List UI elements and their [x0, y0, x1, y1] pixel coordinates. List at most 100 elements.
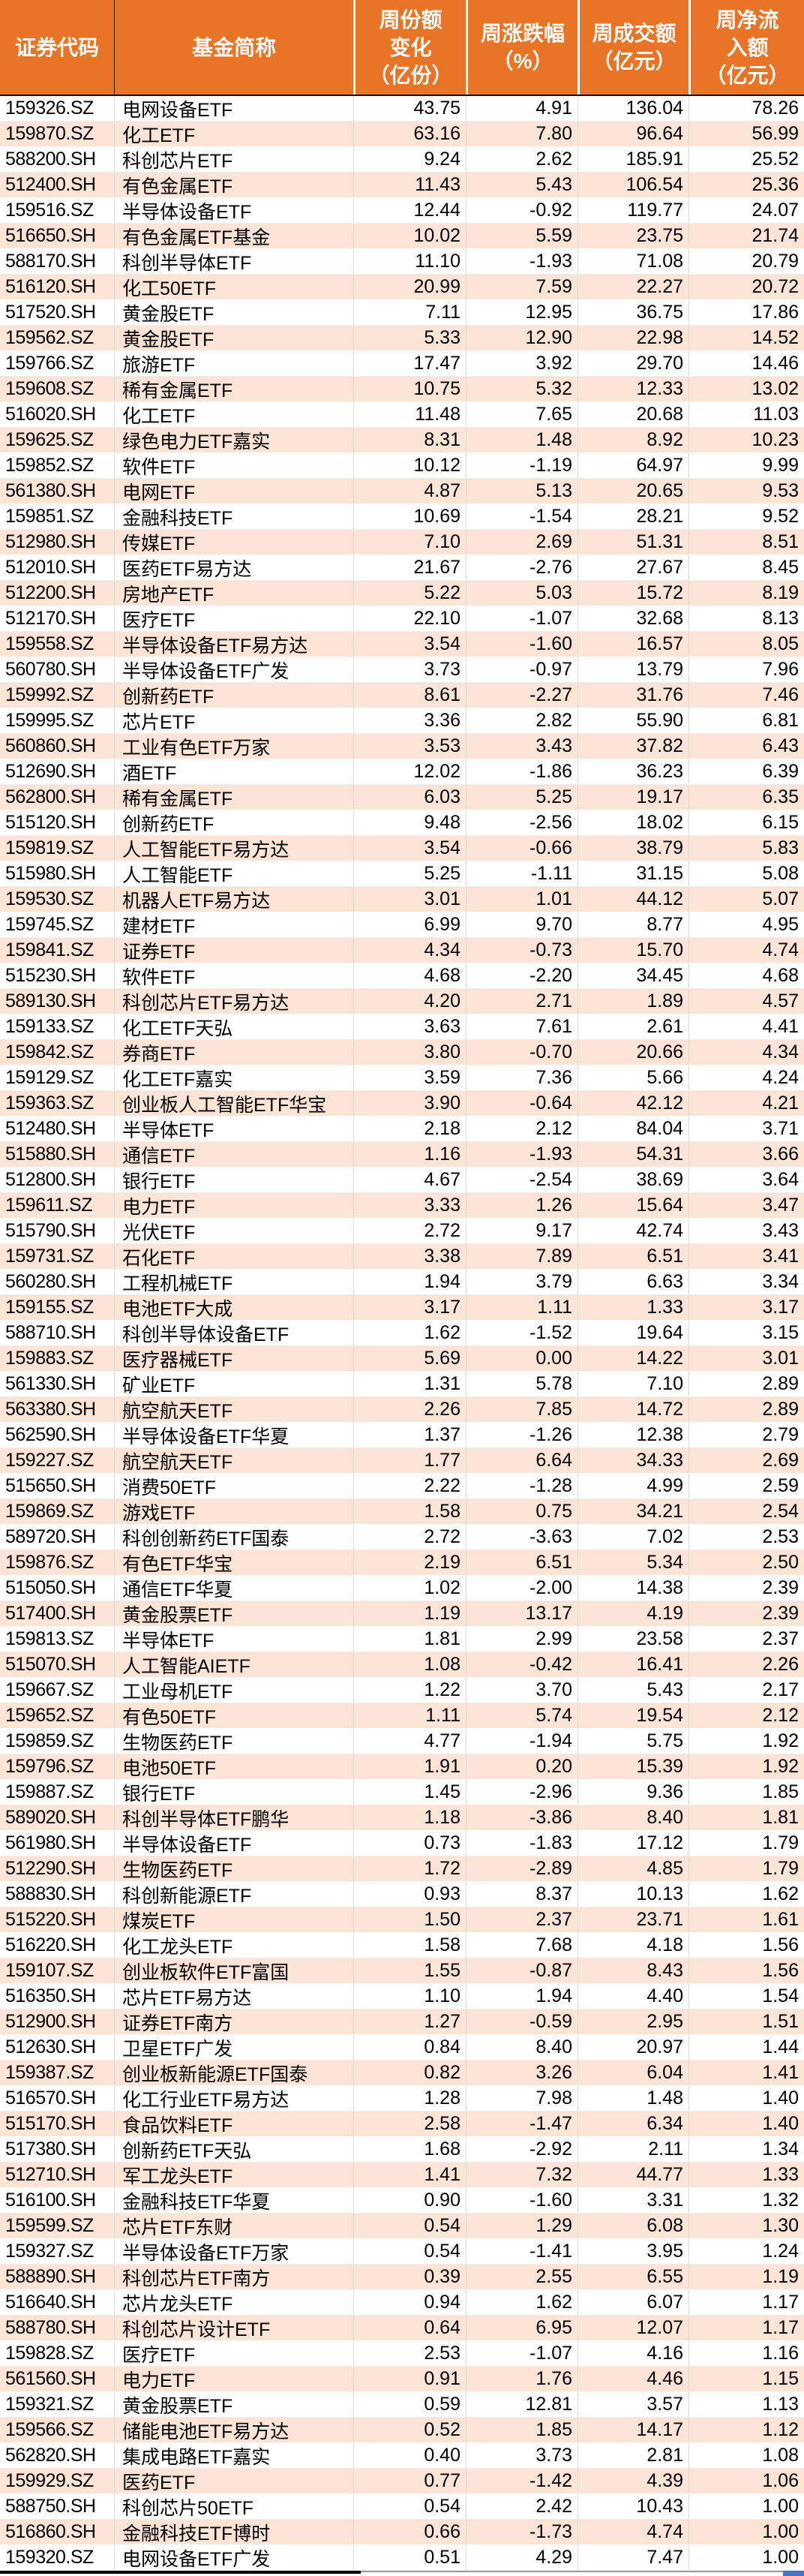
table-row[interactable]: 159887.SZ 银行ETF 1.45 -2.96 9.36 1.85 — [0, 1780, 804, 1805]
table-row[interactable]: 512290.SH 生物医药ETF 1.72 -2.89 4.85 1.79 — [0, 1856, 804, 1882]
table-row[interactable]: 159530.SZ 机器人ETF易方达 3.01 1.01 44.12 5.07 — [0, 887, 804, 912]
table-row[interactable]: 512710.SH 军工龙头ETF 1.41 7.32 44.77 1.33 — [0, 2163, 804, 2188]
table-row[interactable]: 159227.SZ 航空航天ETF 1.77 6.64 34.33 2.69 — [0, 1448, 804, 1474]
table-row[interactable]: 159327.SZ 半导体设备ETF万家 0.54 -1.41 3.95 1.24 — [0, 2239, 804, 2265]
table-row[interactable]: 159992.SZ 创新药ETF 8.61 -2.27 31.76 7.46 — [0, 683, 804, 708]
table-row[interactable]: 515790.SH 光伏ETF 2.72 9.17 42.74 3.43 — [0, 1219, 804, 1244]
table-row[interactable]: 588710.SH 科创半导体设备ETF 1.62 -1.52 19.64 3.15 — [0, 1321, 804, 1346]
table-row[interactable]: 516100.SH 金融科技ETF华夏 0.90 -1.60 3.31 1.32 — [0, 2188, 804, 2214]
table-row[interactable]: 516650.SH 有色金属ETF基金 10.02 5.59 23.75 21.74 — [0, 224, 804, 249]
table-row[interactable]: 159869.SZ 游戏ETF 1.58 0.75 34.21 2.54 — [0, 1499, 804, 1525]
table-row[interactable]: 515220.SH 煤炭ETF 1.50 2.37 23.71 1.61 — [0, 1907, 804, 1933]
table-row[interactable]: 159133.SZ 化工ETF天弘 3.63 7.61 2.61 4.41 — [0, 1014, 804, 1040]
table-row[interactable]: 159611.SZ 电力ETF 3.33 1.26 15.64 3.47 — [0, 1193, 804, 1219]
table-row[interactable]: 512200.SH 房地产ETF 5.22 5.03 15.72 8.19 — [0, 581, 804, 606]
table-row[interactable]: 562800.SH 稀有金属ETF 6.03 5.25 19.17 6.35 — [0, 785, 804, 810]
table-row[interactable]: 159813.SZ 半导体ETF 1.81 2.99 23.58 2.37 — [0, 1627, 804, 1652]
table-row[interactable]: 561560.SH 电力ETF 0.91 1.76 4.46 1.15 — [0, 2367, 804, 2392]
table-row[interactable]: 515170.SH 食品饮料ETF 2.58 -1.47 6.34 1.40 — [0, 2112, 804, 2137]
table-row[interactable]: 588890.SH 科创芯片ETF南方 0.39 2.55 6.55 1.19 — [0, 2265, 804, 2290]
table-row[interactable]: 562590.SH 半导体设备ETF华夏 1.37 -1.26 12.38 2.79 — [0, 1423, 804, 1448]
table-row[interactable]: 159558.SZ 半导体设备ETF易方达 3.54 -1.60 16.57 8.05 — [0, 632, 804, 657]
table-row[interactable]: 517520.SH 黄金股ETF 7.11 12.95 36.75 17.86 — [0, 300, 804, 326]
table-row[interactable]: 159828.SZ 医疗ETF 2.53 -1.07 4.16 1.16 — [0, 2341, 804, 2367]
table-row[interactable]: 159745.SZ 建材ETF 6.99 9.70 8.77 4.95 — [0, 912, 804, 938]
table-row[interactable]: 159667.SZ 工业母机ETF 1.22 3.70 5.43 2.17 — [0, 1678, 804, 1703]
table-row[interactable]: 517380.SH 创新药ETF天弘 1.68 -2.92 2.11 1.34 — [0, 2137, 804, 2163]
table-row[interactable]: 159387.SZ 创业板新能源ETF国泰 0.82 3.26 6.04 1.41 — [0, 2060, 804, 2086]
table-row[interactable]: 512010.SH 医药ETF易方达 21.67 -2.76 27.67 8.45 — [0, 555, 804, 581]
table-row[interactable]: 515120.SH 创新药ETF 9.48 -2.56 18.02 6.15 — [0, 810, 804, 836]
table-row[interactable]: 159516.SZ 半导体设备ETF 12.44 -0.92 119.77 24.07 — [0, 198, 804, 224]
table-row[interactable]: 512900.SH 证券ETF南方 1.27 -0.59 2.95 1.51 — [0, 2009, 804, 2035]
table-row[interactable]: 512480.SH 半导体ETF 2.18 2.12 84.04 3.71 — [0, 1117, 804, 1142]
table-row[interactable]: 159625.SZ 绿色电力ETF嘉实 8.31 1.48 8.92 10.23 — [0, 428, 804, 453]
table-row[interactable]: 159995.SZ 芯片ETF 3.36 2.82 55.90 6.81 — [0, 708, 804, 734]
table-row[interactable]: 159842.SZ 券商ETF 3.80 -0.70 20.66 4.34 — [0, 1040, 804, 1066]
table-row[interactable]: 515070.SH 人工智能AIETF 1.08 -0.42 16.41 2.26 — [0, 1652, 804, 1678]
table-row[interactable]: 563380.SH 航空航天ETF 2.26 7.85 14.72 2.89 — [0, 1397, 804, 1423]
table-row[interactable]: 512630.SH 卫星ETF广发 0.84 8.40 20.97 1.44 — [0, 2035, 804, 2060]
fund-name-cell: 消费50ETF — [114, 1474, 353, 1498]
table-row[interactable]: 159562.SZ 黄金股ETF 5.33 12.90 22.98 14.52 — [0, 326, 804, 351]
table-row[interactable]: 159155.SZ 电池ETF大成 3.17 1.11 1.33 3.17 — [0, 1295, 804, 1321]
table-row[interactable]: 515980.SH 人工智能ETF 5.25 -1.11 31.15 5.08 — [0, 861, 804, 887]
table-row[interactable]: 560280.SH 工程机械ETF 1.94 3.79 6.63 3.34 — [0, 1270, 804, 1295]
table-row[interactable]: 515230.SH 软件ETF 4.68 -2.20 34.45 4.68 — [0, 963, 804, 989]
table-row[interactable]: 159599.SZ 芯片ETF东财 0.54 1.29 6.08 1.30 — [0, 2214, 804, 2239]
table-row[interactable]: 588830.SH 科创新能源ETF 0.93 8.37 10.13 1.62 — [0, 1882, 804, 1907]
table-row[interactable]: 159566.SZ 储能电池ETF易方达 0.52 1.85 14.17 1.12 — [0, 2418, 804, 2443]
table-row[interactable]: 159107.SZ 创业板软件ETF富国 1.55 -0.87 8.43 1.56 — [0, 1958, 804, 1984]
table-row[interactable]: 159321.SZ 黄金股票ETF 0.59 12.81 3.57 1.13 — [0, 2392, 804, 2418]
table-row[interactable]: 159608.SZ 稀有金属ETF 10.75 5.32 12.33 13.02 — [0, 377, 804, 402]
table-row[interactable]: 589020.SH 科创半导体ETF鹏华 1.18 -3.86 8.40 1.81 — [0, 1805, 804, 1831]
table-row[interactable]: 516350.SH 芯片ETF易方达 1.10 1.94 4.40 1.54 — [0, 1984, 804, 2009]
table-row[interactable]: 588780.SH 科创芯片设计ETF 0.64 6.95 12.07 1.17 — [0, 2316, 804, 2341]
table-row[interactable]: 588170.SH 科创半导体ETF 11.10 -1.93 71.08 20.79 — [0, 249, 804, 275]
table-row[interactable]: 159796.SZ 电池50ETF 1.91 0.20 15.39 1.92 — [0, 1754, 804, 1780]
table-row[interactable]: 159766.SZ 旅游ETF 17.47 3.92 29.70 14.46 — [0, 351, 804, 377]
table-row[interactable]: 159929.SZ 医药ETF 0.77 -1.42 4.39 1.06 — [0, 2469, 804, 2494]
table-row[interactable]: 159851.SZ 金融科技ETF 10.69 -1.54 28.21 9.52 — [0, 504, 804, 530]
table-row[interactable]: 159870.SZ 化工ETF 63.16 7.80 96.64 56.99 — [0, 122, 804, 147]
table-row[interactable]: 159652.SZ 有色50ETF 1.11 5.74 19.54 2.12 — [0, 1703, 804, 1729]
table-row[interactable]: 516020.SH 化工ETF 11.48 7.65 20.68 11.03 — [0, 402, 804, 428]
fund-name-cell: 创新药ETF — [114, 683, 353, 708]
table-row[interactable]: 589130.SH 科创芯片ETF易方达 4.20 2.71 1.89 4.57 — [0, 989, 804, 1014]
table-row[interactable]: 561380.SH 电网ETF 4.87 5.13 20.65 9.53 — [0, 479, 804, 504]
table-row[interactable]: 159876.SZ 有色ETF华宝 2.19 6.51 5.34 2.50 — [0, 1550, 804, 1576]
table-row[interactable]: 515880.SH 通信ETF 1.16 -1.93 54.31 3.66 — [0, 1142, 804, 1168]
table-row[interactable]: 515650.SH 消费50ETF 2.22 -1.28 4.99 2.59 — [0, 1474, 804, 1499]
table-row[interactable]: 159852.SZ 软件ETF 10.12 -1.19 64.97 9.99 — [0, 453, 804, 479]
table-row[interactable]: 562820.SH 集成电路ETF嘉实 0.40 3.73 2.81 1.08 — [0, 2443, 804, 2469]
table-row[interactable]: 159883.SZ 医疗器械ETF 5.69 0.00 14.22 3.01 — [0, 1346, 804, 1372]
table-row[interactable]: 159819.SZ 人工智能ETF易方达 3.54 -0.66 38.79 5.83 — [0, 836, 804, 861]
table-row[interactable]: 516570.SH 化工行业ETF易方达 1.28 7.98 1.48 1.40 — [0, 2086, 804, 2112]
table-row[interactable]: 560780.SH 半导体设备ETF广发 3.73 -0.97 13.79 7.96 — [0, 657, 804, 683]
table-row[interactable]: 512690.SH 酒ETF 12.02 -1.86 36.23 6.39 — [0, 759, 804, 785]
table-row[interactable]: 516120.SH 化工50ETF 20.99 7.59 22.27 20.72 — [0, 275, 804, 300]
table-row[interactable]: 512980.SH 传媒ETF 7.10 2.69 51.31 8.51 — [0, 530, 804, 555]
table-row[interactable]: 560860.SH 工业有色ETF万家 3.53 3.43 37.82 6.43 — [0, 734, 804, 759]
table-row[interactable]: 159320.SZ 电网设备ETF广发 0.51 4.29 7.47 1.00 — [0, 2545, 804, 2571]
table-row[interactable]: 159363.SZ 创业板人工智能ETF华宝 3.90 -0.64 42.12 4.21 — [0, 1091, 804, 1117]
table-row[interactable]: 517400.SH 黄金股票ETF 1.19 13.17 4.19 2.39 — [0, 1601, 804, 1627]
table-row[interactable]: 159326.SZ 电网设备ETF 43.75 4.91 136.04 78.26 — [0, 96, 804, 122]
table-row[interactable]: 561980.SH 半导体设备ETF 0.73 -1.83 17.12 1.79 — [0, 1831, 804, 1856]
table-row[interactable]: 159859.SZ 生物医药ETF 4.77 -1.94 5.75 1.92 — [0, 1729, 804, 1754]
table-row[interactable]: 516220.SH 化工龙头ETF 1.58 7.68 4.18 1.56 — [0, 1933, 804, 1958]
table-row[interactable]: 159129.SZ 化工ETF嘉实 3.59 7.36 5.66 4.24 — [0, 1066, 804, 1091]
turnover-cell: 20.66 — [578, 1040, 688, 1065]
table-row[interactable]: 516860.SH 金融科技ETF博时 0.66 -1.73 4.74 1.00 — [0, 2520, 804, 2545]
table-row[interactable]: 561330.SH 矿业ETF 1.31 5.78 7.10 2.89 — [0, 1372, 804, 1397]
table-row[interactable]: 512800.SH 银行ETF 4.67 -2.54 38.69 3.64 — [0, 1168, 804, 1193]
table-row[interactable]: 515050.SH 通信ETF华夏 1.02 -2.00 14.38 2.39 — [0, 1576, 804, 1601]
table-row[interactable]: 516640.SH 芯片龙头ETF 0.94 1.62 6.07 1.17 — [0, 2290, 804, 2316]
table-row[interactable]: 588750.SH 科创芯片50ETF 0.54 2.42 10.43 1.00 — [0, 2494, 804, 2520]
table-row[interactable]: 588200.SH 科创芯片ETF 9.24 2.62 185.91 25.52 — [0, 147, 804, 173]
table-row[interactable]: 589720.SH 科创创新药ETF国泰 2.72 -3.63 7.02 2.53 — [0, 1525, 804, 1550]
table-row[interactable]: 512400.SH 有色金属ETF 11.43 5.43 106.54 25.36 — [0, 173, 804, 198]
table-row[interactable]: 159841.SZ 证券ETF 4.34 -0.73 15.70 4.74 — [0, 938, 804, 963]
table-row[interactable]: 159731.SZ 石化ETF 3.38 7.89 6.51 3.41 — [0, 1244, 804, 1270]
table-row[interactable]: 512170.SH 医疗ETF 22.10 -1.07 32.68 8.13 — [0, 606, 804, 632]
